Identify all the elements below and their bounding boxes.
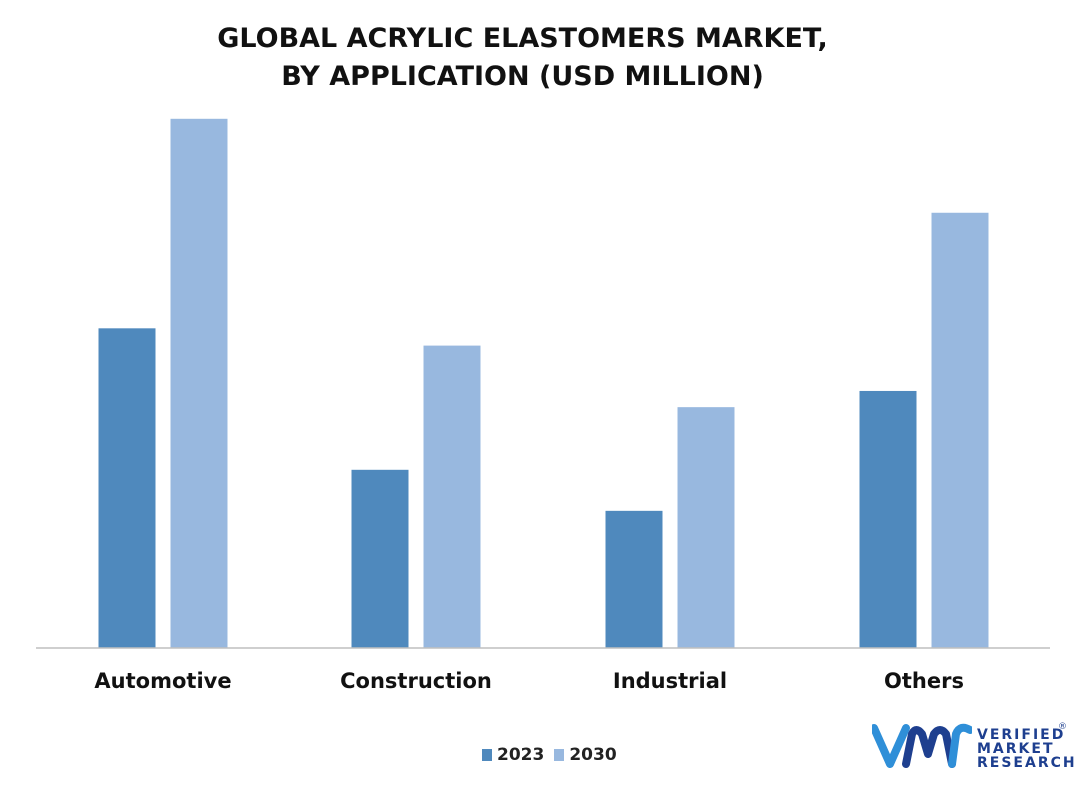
chart-title-line-1: GLOBAL ACRYLIC ELASTOMERS MARKET, xyxy=(217,23,828,54)
bar-others-2023 xyxy=(859,390,917,648)
vmr-logo-text: VERIFIED MARKET RESEARCH xyxy=(977,728,1077,770)
bar-construction-2023 xyxy=(351,469,409,648)
bar-industrial-2030 xyxy=(677,407,735,648)
legend-label-2023: 2023 xyxy=(497,745,545,765)
legend-label-2030: 2030 xyxy=(569,745,617,765)
category-label-construction: Construction xyxy=(340,669,492,693)
legend-item-2030: 2030 xyxy=(554,745,617,765)
logo-line-2: MARKET xyxy=(977,741,1055,757)
vmr-logo-mark-icon xyxy=(870,723,974,768)
bar-automotive-2023 xyxy=(98,328,156,648)
legend-item-2023: 2023 xyxy=(482,745,544,765)
registered-mark: ® xyxy=(1058,722,1067,732)
bar-construction-2030 xyxy=(423,345,481,648)
bar-others-2030 xyxy=(931,212,989,648)
bar-industrial-2023 xyxy=(605,510,663,648)
legend-swatch-2030 xyxy=(554,749,565,761)
legend-swatch-2023 xyxy=(482,749,492,761)
chart-title-line-2: BY APPLICATION (USD MILLION) xyxy=(281,61,764,92)
chart-title: GLOBAL ACRYLIC ELASTOMERS MARKET, BY APP… xyxy=(0,20,1045,96)
logo-line-1: VERIFIED xyxy=(977,727,1066,743)
bar-automotive-2030 xyxy=(170,118,228,649)
category-label-automotive: Automotive xyxy=(94,669,231,693)
category-label-industrial: Industrial xyxy=(613,669,727,693)
logo-line-3: RESEARCH xyxy=(977,755,1077,771)
legend: 2023 2030 xyxy=(482,745,617,765)
bars-group xyxy=(98,118,989,649)
category-labels-group: Automotive Construction Industrial Others xyxy=(94,669,964,693)
category-label-others: Others xyxy=(884,669,964,693)
vmr-logo: VERIFIED MARKET RESEARCH ® xyxy=(870,720,1075,780)
